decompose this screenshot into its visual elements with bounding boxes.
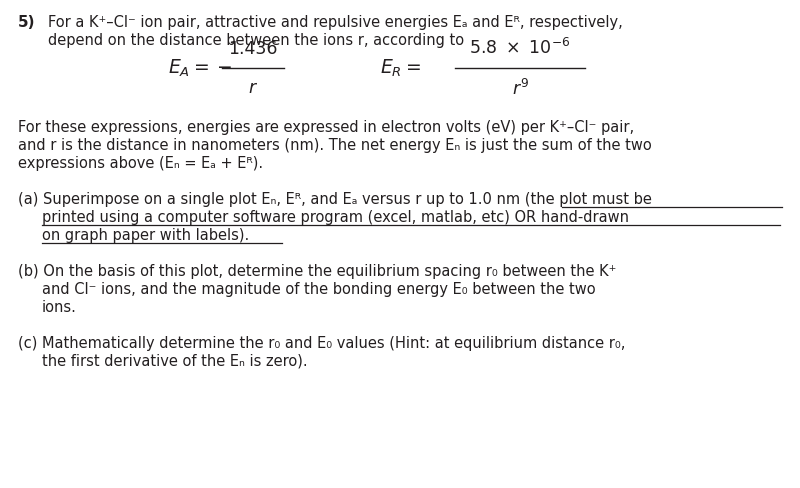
Text: $5.8\ \times\ 10^{-6}$: $5.8\ \times\ 10^{-6}$ xyxy=(470,38,570,58)
Text: For these expressions, energies are expressed in electron volts (eV) per K⁺–Cl⁻ : For these expressions, energies are expr… xyxy=(18,120,634,135)
Text: 1.436: 1.436 xyxy=(228,40,278,58)
Text: (b) On the basis of this plot, determine the equilibrium spacing r₀ between the : (b) On the basis of this plot, determine… xyxy=(18,264,616,279)
Text: $r^9$: $r^9$ xyxy=(511,79,529,99)
Text: ions.: ions. xyxy=(42,300,77,315)
Text: and Cl⁻ ions, and the magnitude of the bonding energy E₀ between the two: and Cl⁻ ions, and the magnitude of the b… xyxy=(42,282,596,297)
Text: For a K⁺–Cl⁻ ion pair, attractive and repulsive energies Eₐ and Eᴿ, respectively: For a K⁺–Cl⁻ ion pair, attractive and re… xyxy=(48,15,622,30)
Text: and r is the distance in nanometers (nm). The net energy Eₙ is just the sum of t: and r is the distance in nanometers (nm)… xyxy=(18,138,652,153)
Text: $E_R =$: $E_R =$ xyxy=(380,58,421,79)
Text: depend on the distance between the ions r, according to: depend on the distance between the ions … xyxy=(48,33,464,48)
Text: (c) Mathematically determine the r₀ and E₀ values (Hint: at equilibrium distance: (c) Mathematically determine the r₀ and … xyxy=(18,336,626,351)
Text: 5): 5) xyxy=(18,15,35,30)
Text: the first derivative of the Eₙ is zero).: the first derivative of the Eₙ is zero). xyxy=(42,354,308,369)
Text: on graph paper with labels).: on graph paper with labels). xyxy=(42,228,250,243)
Text: expressions above (Eₙ = Eₐ + Eᴿ).: expressions above (Eₙ = Eₐ + Eᴿ). xyxy=(18,156,263,171)
Text: $r$: $r$ xyxy=(248,79,258,97)
Text: printed using a computer software program (excel, matlab, etc) OR hand-drawn: printed using a computer software progra… xyxy=(42,210,629,225)
Text: (a) Superimpose on a single plot Eₙ, Eᴿ, and Eₐ versus r up to 1.0 nm (the plot : (a) Superimpose on a single plot Eₙ, Eᴿ,… xyxy=(18,192,652,207)
Text: $E_A = -$: $E_A = -$ xyxy=(168,58,232,79)
